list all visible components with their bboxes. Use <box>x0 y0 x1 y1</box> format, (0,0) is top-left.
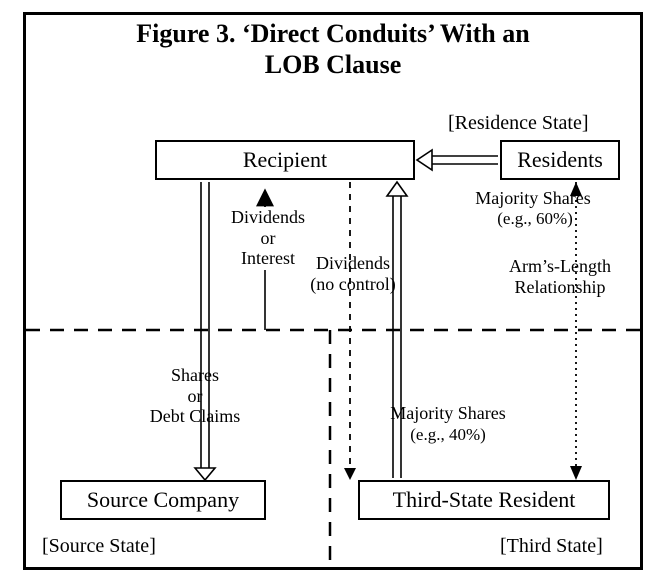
diagram-lines <box>0 0 668 584</box>
